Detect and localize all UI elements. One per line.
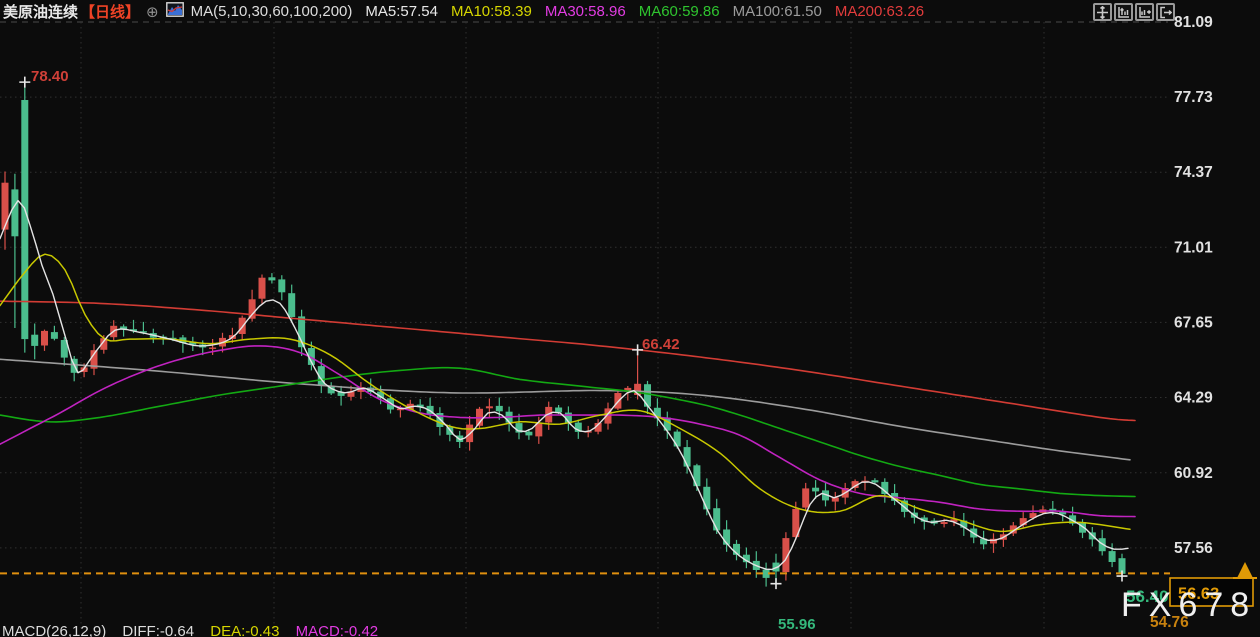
price-axis-label: 71.01 [1174,239,1213,256]
ma-line-ma5 [0,199,1129,571]
ma10-value: MA10:58.39 [450,3,532,20]
price-axis-label: 77.73 [1174,89,1213,106]
chart-type-icon[interactable] [165,2,184,21]
annotation-label: 66.42 [642,336,680,353]
fx678-watermark: FX678 [1121,586,1257,624]
ma-line-ma200 [0,300,1136,422]
price-arrow-icon [1237,562,1253,578]
pan-right-chart-icon[interactable] [1135,3,1154,21]
chart-toolbar [1093,3,1175,21]
price-axis-label: 81.09 [1174,14,1213,31]
period-selector[interactable]: 【日线】 [80,4,141,21]
last-price-label: 56.40 [1126,587,1169,606]
ma-line-ma100 [0,358,1131,461]
ma-line-ma60 [0,366,1136,498]
extreme-markers [19,76,1128,590]
ma60-value: MA60:59.86 [638,3,720,20]
pan-left-chart-icon[interactable] [1114,3,1133,21]
plus-marker [770,578,782,590]
macd-dea-value: DEA:-0.43 [210,623,280,637]
plus-marker [19,76,31,88]
ma-lines-layer [0,199,1136,571]
plus-marker [1116,570,1128,582]
ma200-value: MA200:63.26 [834,3,925,20]
price-annotations: 78.40 66.42 55.96 [31,68,816,633]
macd-indicator-row: MACD(26,12,9) DIFF:-0.64 DEA:-0.43 MACD:… [2,623,390,637]
ma-line-ma30 [0,345,1136,518]
add-indicator-icon[interactable]: ⊕ [146,3,159,21]
exit-chart-icon[interactable] [1156,3,1175,21]
price-axis-bottom-label: 54.76 [1150,614,1189,631]
price-axis-label: 64.29 [1174,390,1213,407]
price-axis-label: 67.65 [1174,314,1213,331]
move-tool-icon[interactable] [1093,3,1112,21]
grid-lines [0,21,1168,630]
plus-marker [632,344,644,356]
current-price-box [1169,577,1254,607]
price-axis-label: 60.92 [1174,465,1213,482]
ma100-value: MA100:61.50 [732,3,822,20]
price-axis[interactable]: 81.09 77.73 74.37 71.01 67.65 64.29 60.92 57.56… [1150,14,1213,631]
ma5-value: MA5:57.54 [365,3,438,20]
annotation-label: 78.40 [31,68,69,85]
macd-params-label: MACD(26,12,9) [2,623,107,637]
instrument-title: 美原油连续 [3,4,79,21]
ma-line-ma10 [0,253,1131,533]
ma-params-label: MA(5,10,30,60,100,200) [190,3,353,20]
annotation-label: 55.96 [778,616,816,633]
price-axis-label: 74.37 [1174,164,1213,181]
candles-layer [1,82,1126,587]
price-axis-label: 57.56 [1174,540,1213,557]
chart-header: 美原油连续 【日线】 ⊕ MA(5,10,30,60,100,200) MA5:… [3,1,924,22]
macd-macd-value: MACD:-0.42 [295,623,379,637]
ma30-value: MA30:58.96 [544,3,626,20]
current-price-group: 56.63 56.40 [1126,562,1257,607]
macd-diff-value: DIFF:-0.64 [122,623,195,637]
current-price-box-value: 56.63 [1178,585,1219,603]
